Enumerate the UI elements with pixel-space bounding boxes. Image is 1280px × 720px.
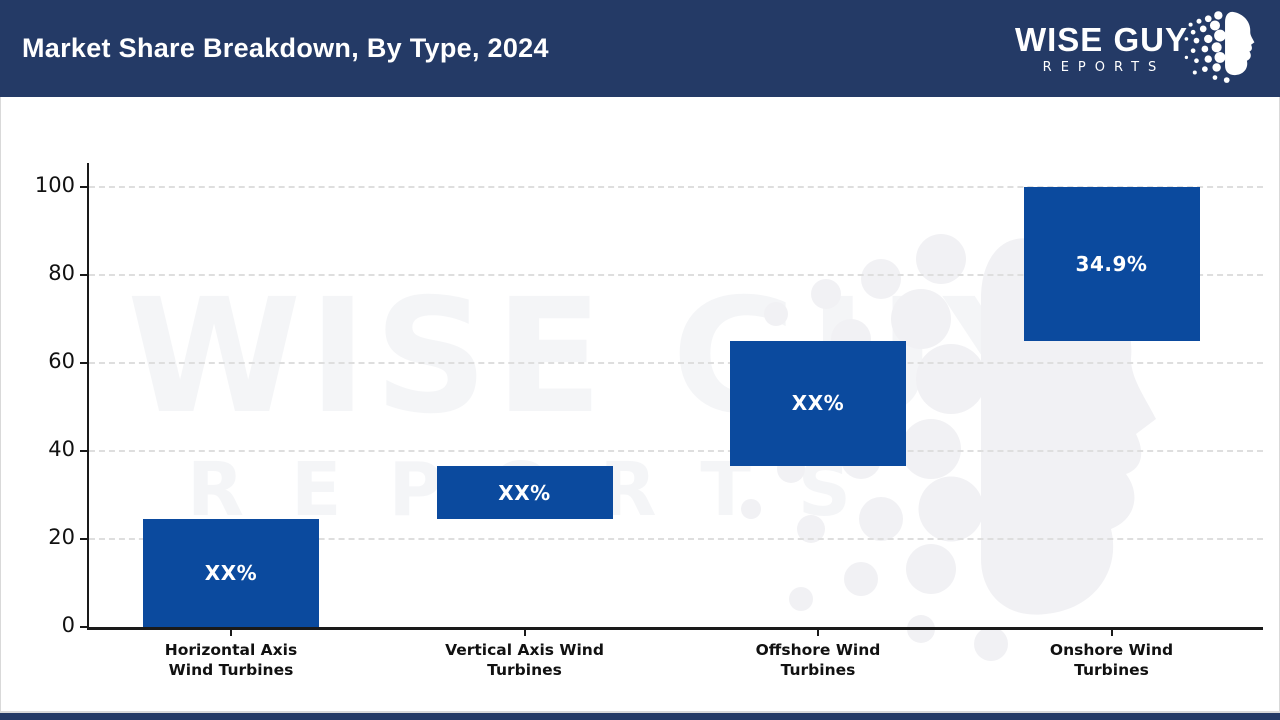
gridline: [89, 538, 1263, 540]
bar: XX%: [436, 466, 613, 520]
x-tick: [1110, 630, 1113, 636]
brand-name: WISE GUY: [1014, 20, 1188, 58]
category-label-line: Offshore Wind: [755, 641, 881, 659]
y-tick: [80, 274, 87, 276]
y-tick-label: 60: [48, 349, 75, 373]
brand-tagline: REPORTS: [1042, 59, 1166, 75]
category-label: Offshore Wind Turbines: [703, 640, 933, 680]
bar-value-label: XX%: [498, 480, 551, 505]
y-tick-label: 40: [48, 437, 75, 461]
category-label-line: Onshore Wind: [1049, 641, 1174, 659]
category-label-line: Vertical Axis Wind: [445, 641, 604, 659]
category-label-line: Wind Turbines: [168, 661, 294, 679]
y-tick: [80, 626, 87, 628]
wiseguy-face-icon: [1184, 10, 1255, 83]
chart-canvas: WISE GUY REPORTS 020406080100XX%Horizont…: [0, 97, 1280, 713]
gridline: [89, 274, 1263, 276]
category-label-line: Turbines: [780, 661, 856, 679]
brand-logo: WISE GUY REPORTS: [1015, 7, 1280, 91]
x-tick: [817, 630, 819, 636]
category-label-line: Turbines: [487, 661, 562, 679]
header: Market Share Breakdown, By Type, 2024 WI…: [0, 0, 1280, 97]
bar-value-label: 34.9%: [1075, 251, 1148, 276]
y-tick: [80, 450, 87, 452]
x-tick: [230, 630, 232, 636]
bar: 34.9%: [1023, 187, 1200, 341]
brand-logo-text: WISE GUY REPORTS: [1015, 23, 1188, 75]
bar: XX%: [730, 340, 906, 467]
y-tick-label: 20: [48, 525, 75, 549]
y-tick: [80, 186, 87, 188]
bar: XX%: [143, 519, 319, 627]
gridline: [89, 450, 1263, 452]
footer-bar: [0, 713, 1280, 720]
gridline: [89, 186, 1263, 188]
bar-value-label: XX%: [791, 391, 845, 416]
category-label-line: Turbines: [1074, 661, 1149, 679]
y-tick: [80, 362, 87, 364]
bar-value-label: XX%: [204, 561, 258, 586]
category-label: Horizontal Axis Wind Turbines: [116, 640, 346, 680]
x-axis: [87, 627, 1263, 630]
category-label: Onshore Wind Turbines: [997, 640, 1227, 680]
y-tick-label: 0: [61, 613, 75, 637]
x-tick: [523, 630, 526, 636]
page-title: Market Share Breakdown, By Type, 2024: [22, 33, 549, 63]
gridline: [89, 362, 1263, 364]
category-label-line: Horizontal Axis: [164, 641, 298, 659]
y-axis: [87, 163, 89, 630]
y-tick: [80, 538, 87, 540]
category-label: Vertical Axis Wind Turbines: [410, 640, 640, 680]
y-tick-label: 100: [34, 173, 75, 197]
y-tick-label: 80: [48, 261, 75, 285]
